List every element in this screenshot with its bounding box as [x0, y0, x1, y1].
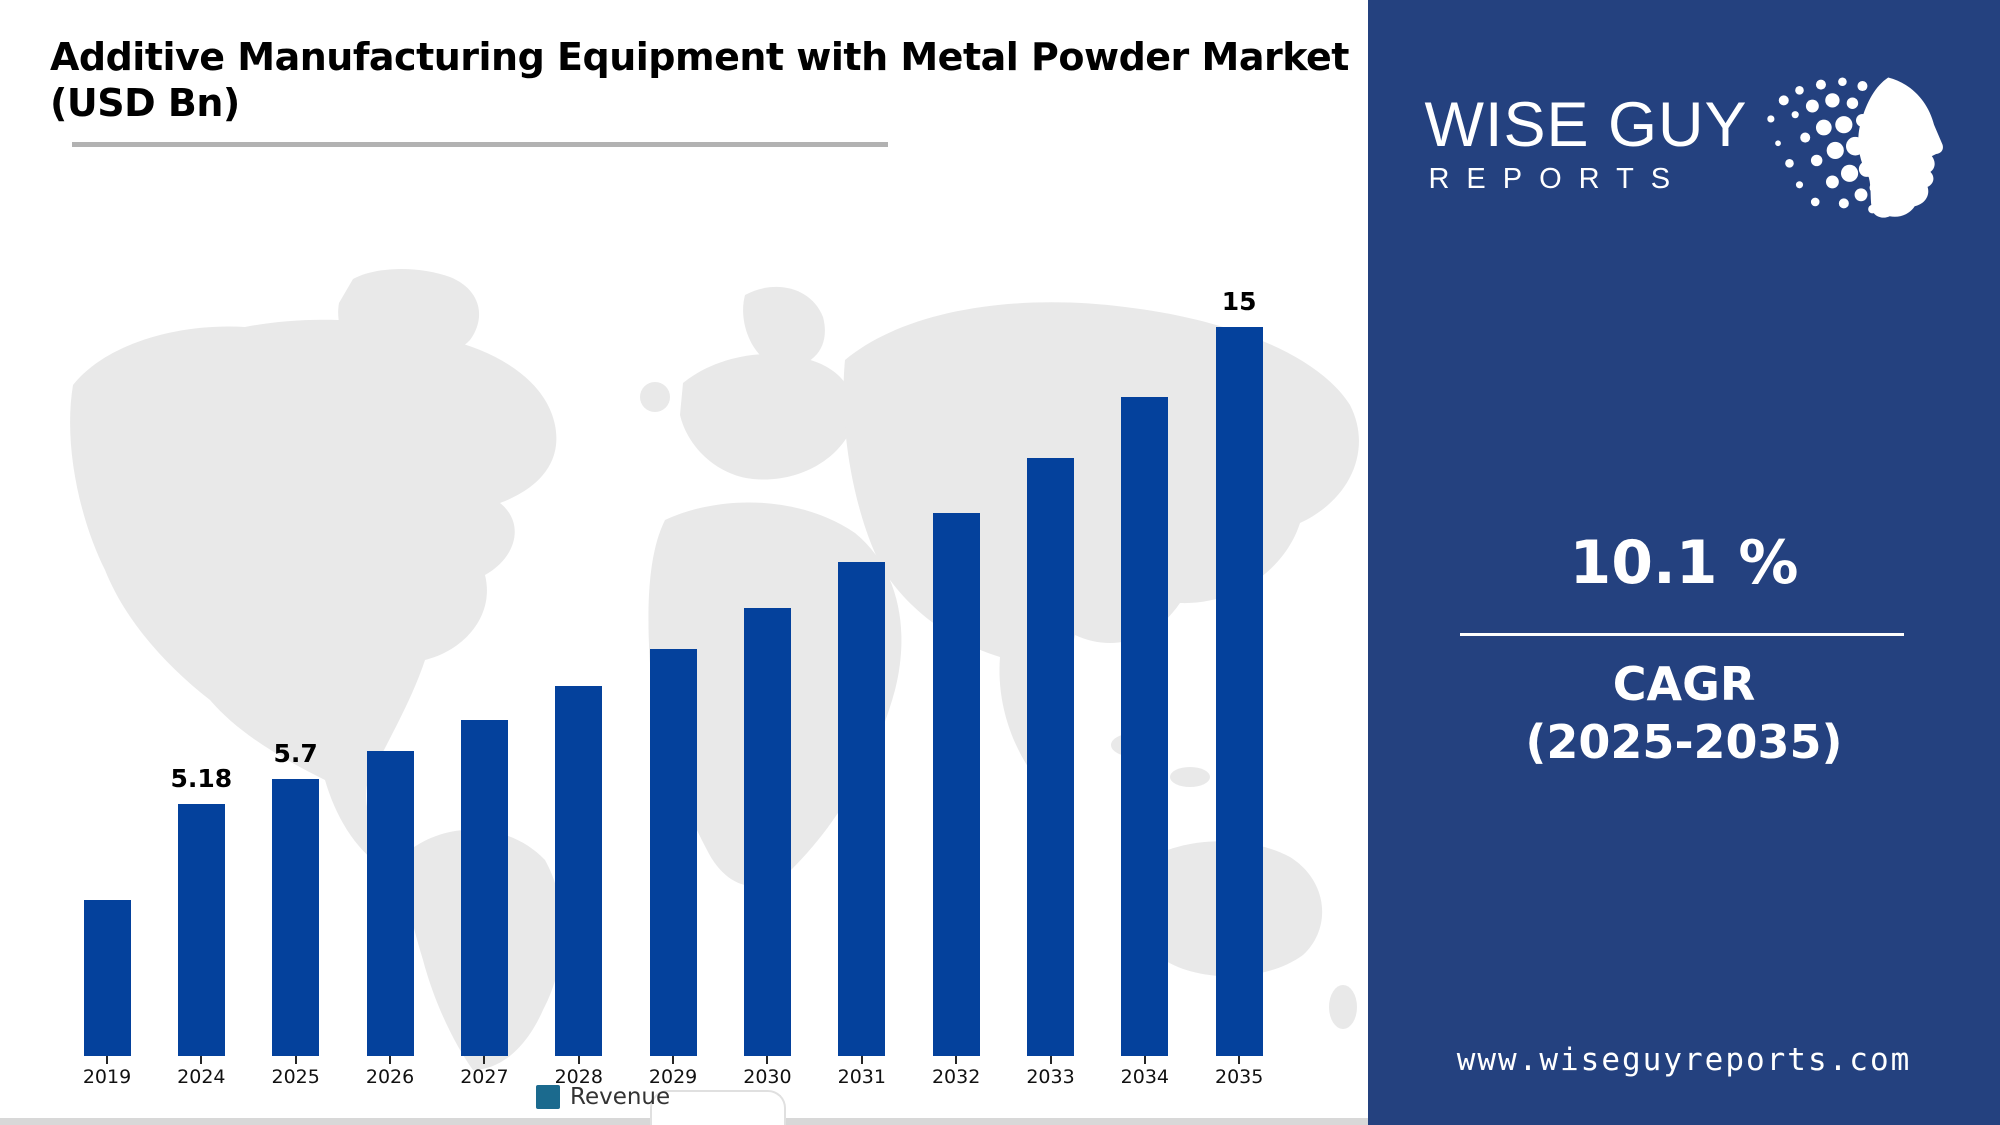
page-title: Additive Manufacturing Equipment with Me… [50, 34, 1349, 127]
bar-2025 [272, 779, 320, 1056]
bar-2032 [932, 513, 980, 1056]
x-tick-2032 [955, 1056, 958, 1064]
bar-2031 [838, 562, 886, 1056]
bar-2030 [743, 608, 791, 1056]
x-label-2026: 2026 [365, 1066, 415, 1088]
brand-subtitle: REPORTS [1428, 162, 1688, 195]
bar-2035 [1215, 327, 1263, 1056]
x-tick-2026 [389, 1056, 392, 1064]
page-title-line1: Additive Manufacturing Equipment with Me… [50, 35, 1349, 79]
decorative-tab-outline [650, 1090, 786, 1125]
x-label-2030: 2030 [743, 1066, 792, 1088]
x-tick-2029 [672, 1056, 675, 1064]
x-tick-2030 [766, 1056, 769, 1064]
x-label-2035: 2035 [1215, 1066, 1264, 1088]
x-tick-2034 [1143, 1056, 1146, 1064]
x-label-2032: 2032 [931, 1066, 981, 1088]
x-tick-2024 [200, 1056, 203, 1064]
bar-value-2025: 5.7 [273, 739, 318, 768]
page-title-line2: (USD Bn) [50, 81, 240, 126]
website-url: www.wiseguyreports.com [1456, 1042, 1912, 1078]
x-label-2034: 2034 [1120, 1066, 1170, 1088]
cagr-label: CAGR (2025-2035) [1368, 656, 2000, 771]
bar-2019 [83, 900, 131, 1056]
legend-label: Revenue [570, 1084, 671, 1110]
brand-logo: WISE GUY REPORTS [1368, 48, 2000, 240]
brand-text: WISE GUY REPORTS [1424, 92, 1747, 195]
x-label-2027: 2027 [460, 1066, 509, 1088]
bar-2033 [1027, 458, 1074, 1056]
x-label-2033: 2033 [1026, 1066, 1075, 1088]
x-tick-2019 [106, 1056, 108, 1064]
legend-swatch-revenue [536, 1085, 560, 1109]
bar-value-2035: 15 [1221, 287, 1257, 316]
bar-2029 [649, 649, 697, 1056]
x-tick-2031 [860, 1056, 863, 1064]
sidebar: WISE GUY REPORTS [1368, 0, 2000, 1125]
bar-2024 [177, 804, 225, 1056]
cagr-label-line2: (2025-2035) [1525, 714, 1843, 769]
brand-name: WISE GUY [1424, 90, 1748, 161]
x-label-2025: 2025 [271, 1066, 320, 1088]
x-tick-2028 [577, 1056, 580, 1064]
bar-2027 [460, 720, 508, 1056]
x-tick-2033 [1049, 1056, 1052, 1064]
x-tick-2035 [1238, 1056, 1241, 1064]
x-label-2024: 2024 [177, 1066, 226, 1088]
bar-2026 [366, 751, 414, 1056]
cagr-label-line1: CAGR [1612, 657, 1756, 711]
chart-legend: Revenue [536, 1084, 670, 1110]
x-label-2019: 2019 [82, 1066, 132, 1088]
bar-2034 [1121, 397, 1169, 1056]
x-tick-2025 [294, 1056, 297, 1064]
dotted-head-profile-icon [1766, 77, 1943, 218]
x-tick-2027 [483, 1056, 486, 1064]
x-label-2028: 2028 [554, 1066, 603, 1088]
bar-chart: 2019 5.18 2024 5.7 2025 2026 2027 2028 2029 2030 2… [82, 287, 1264, 1088]
title-underline [72, 142, 888, 147]
bar-2028 [555, 686, 603, 1056]
sidebar-divider [1460, 633, 1904, 636]
x-label-2029: 2029 [648, 1066, 698, 1088]
bar-value-2024: 5.18 [170, 764, 233, 793]
x-label-2031: 2031 [837, 1066, 886, 1088]
cagr-value: 10.1 % [1569, 528, 1799, 598]
